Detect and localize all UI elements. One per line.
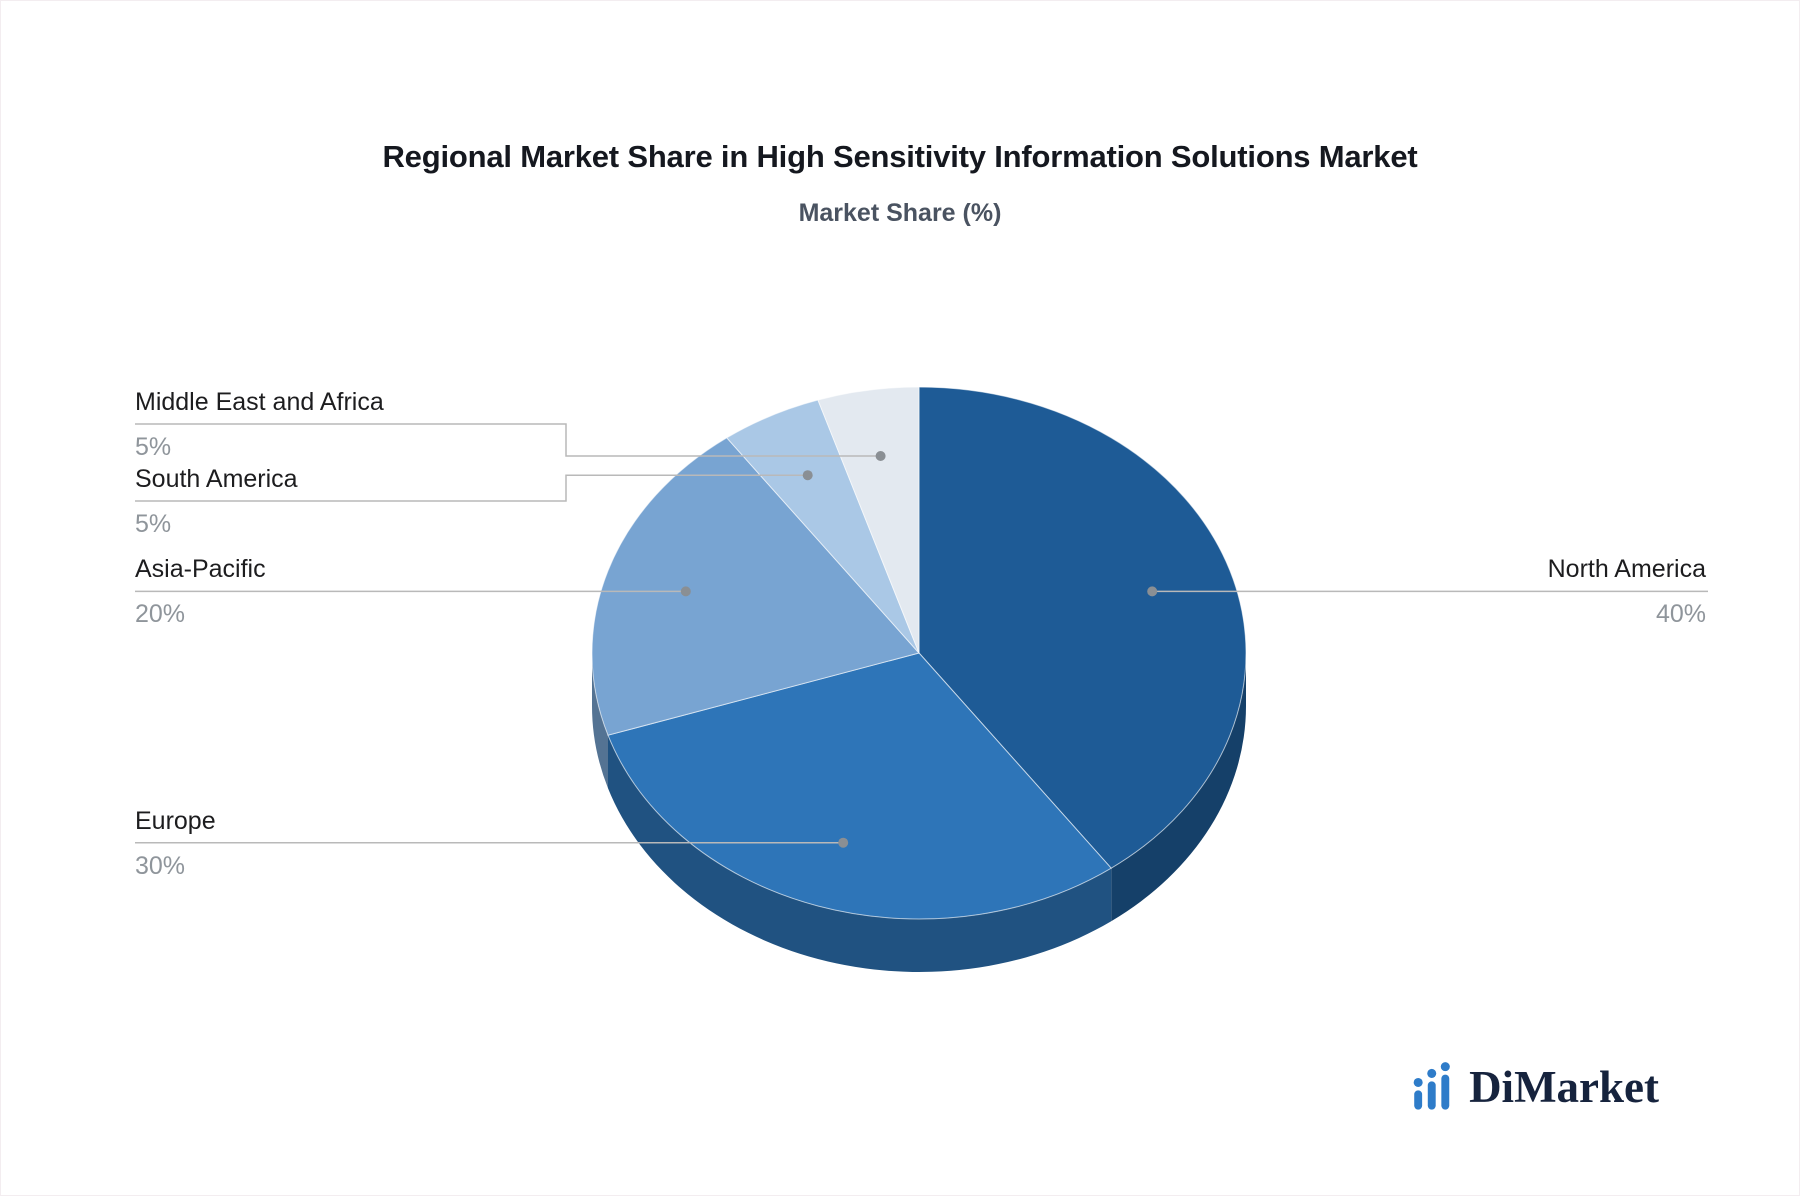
logo-text: DiMarket <box>1469 1062 1659 1112</box>
label-middle-east-and-africa: Middle East and Africa 5% <box>135 386 384 463</box>
slice-label-name: Europe <box>135 807 216 835</box>
leader-dot <box>875 451 886 461</box>
leader-dot <box>680 586 691 597</box>
pie-slice-asia-pacific[interactable] <box>591 437 920 736</box>
bar-chart-dots-icon <box>1413 1062 1450 1110</box>
slice-label-value: 20% <box>135 600 186 628</box>
pie-slice-middle-east-and-africa[interactable] <box>817 386 920 654</box>
chart-title: Regional Market Share in High Sensitivit… <box>382 139 1418 174</box>
pie-slice-europe[interactable] <box>607 652 1112 920</box>
pie-slice-side <box>592 653 609 789</box>
slice-label-value: 40% <box>1655 600 1706 628</box>
dimarket-logo: DiMarket <box>1411 1061 1659 1113</box>
leader-dot <box>1147 586 1158 597</box>
label-south-america: South America 5% <box>135 463 298 540</box>
slice-label-name: South America <box>135 465 298 493</box>
slice-label-value: 30% <box>135 852 186 880</box>
pie-slice-side <box>608 735 1112 973</box>
pie-slice-side <box>1111 653 1246 922</box>
slice-label-name: Asia-Pacific <box>135 555 266 583</box>
chart-subtitle: Market Share (%) <box>798 199 1002 227</box>
slice-label-name: North America <box>1547 555 1706 583</box>
leader-dot <box>802 470 813 481</box>
slice-label-value: 5% <box>135 510 172 538</box>
leader-dot <box>838 837 849 848</box>
leader-line <box>135 423 881 457</box>
pie-slice-north-america[interactable] <box>918 386 1247 869</box>
label-north-america: North America 40% <box>1548 553 1706 630</box>
slice-label-name: Middle East and Africa <box>135 388 384 416</box>
label-europe: Europe 30% <box>135 805 216 882</box>
slice-label-value: 5% <box>135 433 172 461</box>
label-asia-pacific: Asia-Pacific 20% <box>135 553 266 630</box>
leader-line <box>135 474 808 502</box>
